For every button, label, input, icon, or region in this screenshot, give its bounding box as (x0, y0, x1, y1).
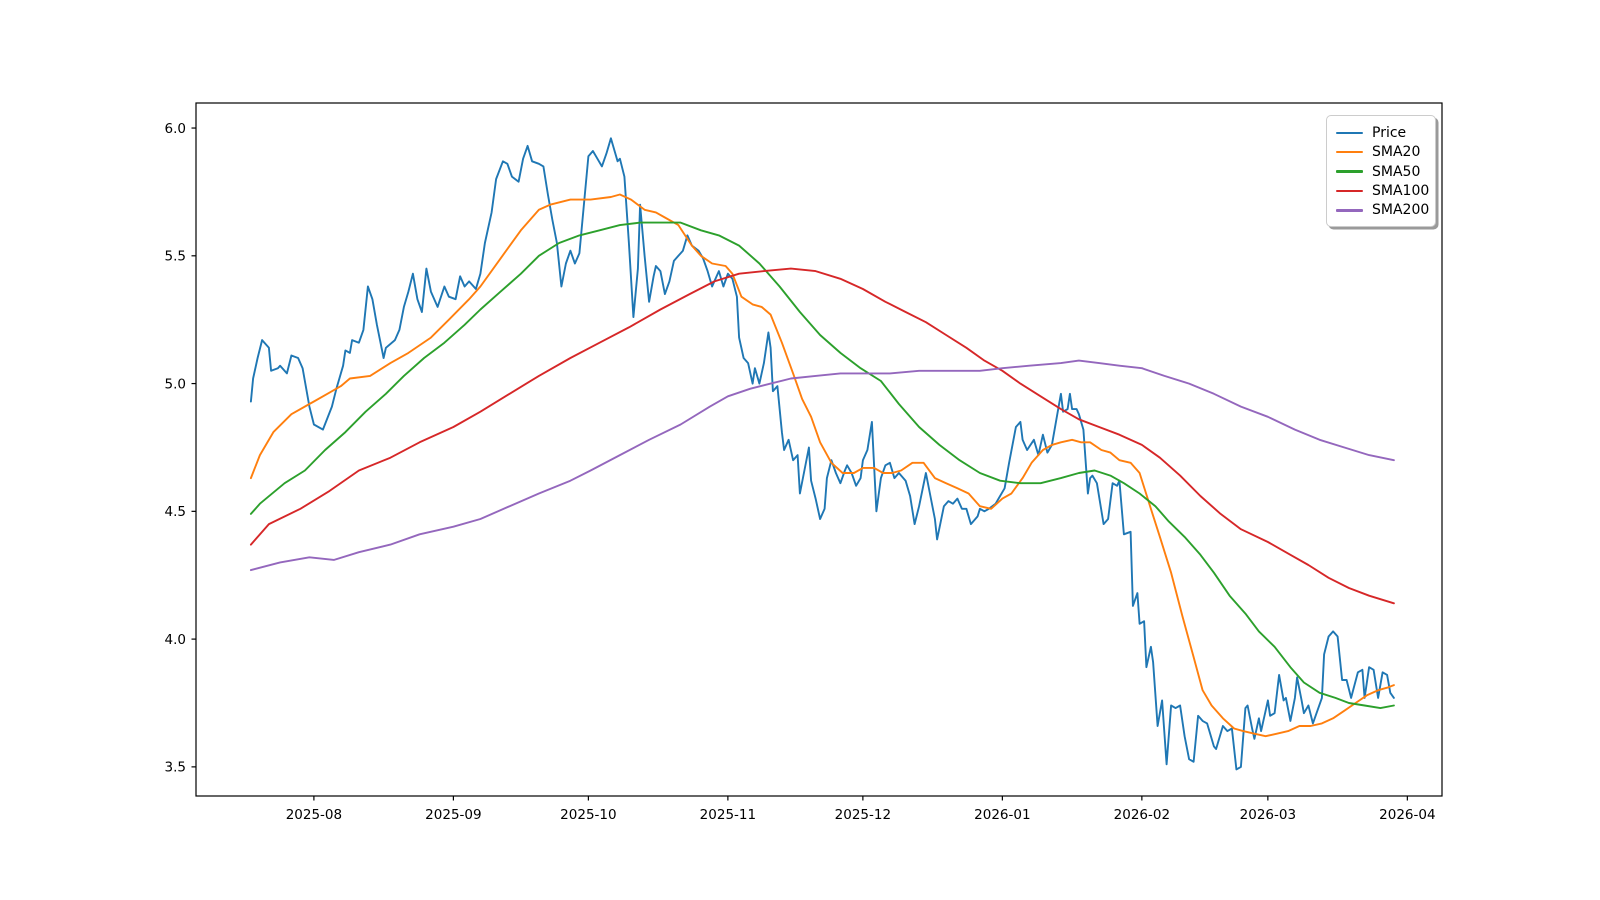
x-tick-label: 2025-12 (835, 807, 891, 823)
legend-label: SMA100 (1372, 182, 1430, 199)
series-sma200-line (249, 359, 1395, 572)
legend: Price SMA20 SMA50 SMA100 SMA200 (1326, 115, 1436, 227)
legend-label: SMA200 (1372, 202, 1430, 219)
legend-label: SMA50 (1372, 163, 1421, 180)
y-tick-label: 3.5 (165, 760, 186, 776)
x-tick-label: 2026-04 (1379, 807, 1435, 823)
legend-entry-sma50: SMA50 (1336, 162, 1425, 181)
legend-entry-sma200: SMA200 (1336, 201, 1429, 220)
legend-label: SMA20 (1372, 144, 1421, 161)
x-tick-label: 2026-01 (974, 807, 1030, 823)
legend-line-swatch (1336, 170, 1363, 173)
x-tick-label: 2025-08 (286, 807, 342, 823)
legend-line-swatch (1336, 209, 1363, 212)
x-tick-label: 2026-03 (1240, 807, 1296, 823)
series-sma20-line (249, 193, 1395, 738)
x-tick-label: 2025-09 (425, 807, 481, 823)
legend-line-swatch (1336, 131, 1363, 134)
legend-label: Price (1372, 124, 1407, 141)
y-tick-label: 5.0 (165, 376, 186, 392)
series-price-line (249, 137, 1395, 771)
y-tick-label: 4.5 (165, 504, 186, 520)
x-tick-label: 2026-02 (1114, 807, 1170, 823)
x-tick-label: 2025-10 (560, 807, 616, 823)
y-tick-label: 6.0 (165, 121, 186, 137)
x-tick-label: 2025-11 (700, 807, 756, 823)
legend-entry-price: Price (1336, 123, 1425, 142)
legend-entry-sma100: SMA100 (1336, 181, 1429, 200)
y-tick-label: 4.0 (165, 632, 186, 648)
legend-line-swatch (1336, 150, 1363, 154)
series-sma50-line (249, 221, 1395, 710)
plot-border (195, 102, 1443, 797)
legend-entry-sma20: SMA20 (1336, 142, 1425, 161)
legend-line-swatch (1336, 189, 1363, 193)
series-sma100-line (249, 267, 1395, 605)
y-tick-label: 5.5 (165, 249, 186, 265)
